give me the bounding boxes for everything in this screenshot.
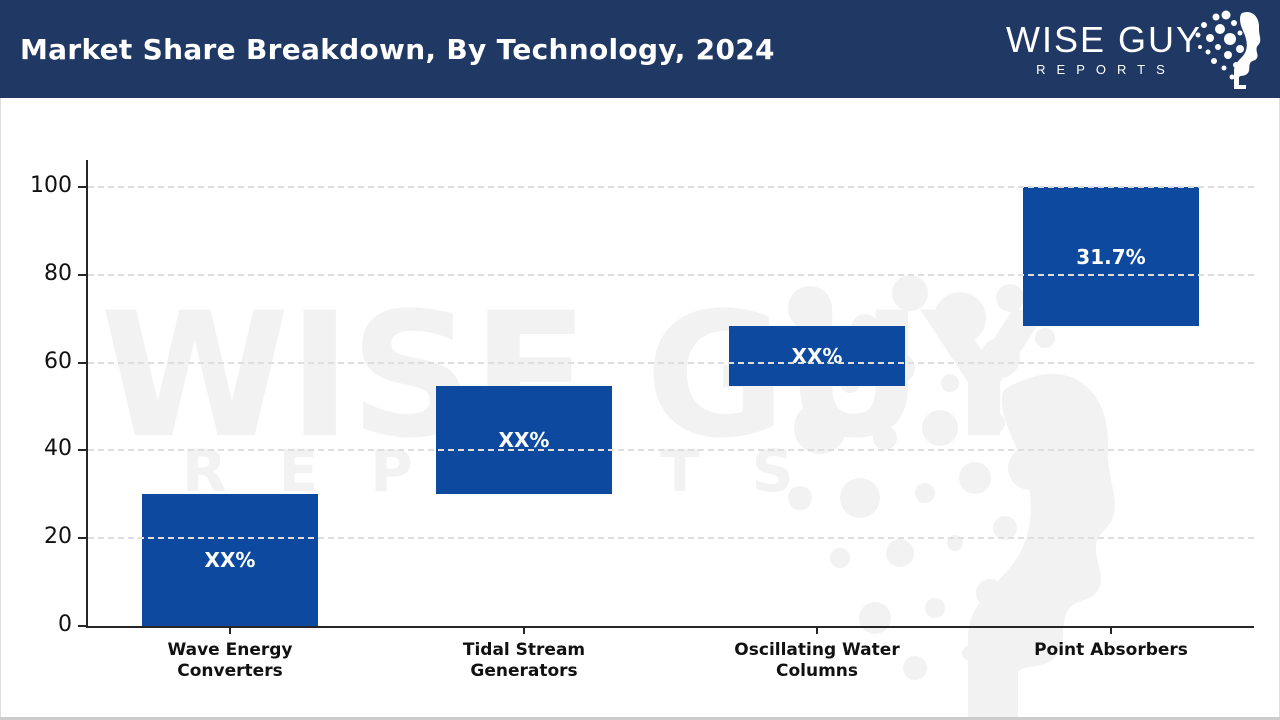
wise-guy-reports-logo: WISE GUY REPORTS (1006, 5, 1262, 93)
x-category-label-line: Columns (775, 661, 859, 682)
x-category-label-4: Point Absorbers (991, 640, 1231, 661)
bar-3: XX% (729, 326, 905, 387)
y-tick-label-100: 100 (30, 173, 72, 198)
x-axis (86, 626, 1254, 628)
y-tick-label-0: 0 (58, 612, 72, 637)
bar-1: XX% (142, 494, 318, 626)
gridline-100 (88, 186, 1254, 188)
gridline-20 (88, 537, 1254, 540)
y-tick-label-80: 80 (44, 260, 72, 286)
y-tick-mark-40 (78, 449, 86, 452)
x-category-label-line: Oscillating Water (734, 640, 900, 660)
bar-4: 31.7% (1023, 187, 1199, 327)
gridline-80 (88, 273, 1254, 276)
y-tick-label-60: 60 (44, 348, 72, 374)
y-tick-mark-80 (78, 273, 86, 276)
bar-value-label-3: XX% (791, 344, 843, 369)
header-bar: Market Share Breakdown, By Technology, 2… (0, 0, 1280, 98)
x-category-label-line: Point Absorbers (1034, 640, 1188, 660)
x-tick-mark-3 (816, 628, 818, 634)
x-category-label-line: Converters (177, 661, 283, 682)
y-tick-label-40: 40 (44, 436, 72, 462)
gridline-60 (88, 361, 1254, 364)
bar-value-label-4: 31.7% (1076, 244, 1146, 269)
logo-text: WISE GUY REPORTS (1005, 18, 1202, 77)
logo-subtitle: REPORTS (1036, 61, 1176, 77)
y-tick-mark-20 (78, 537, 86, 540)
x-category-label-1: Wave Energy Converters (110, 640, 350, 683)
y-axis (86, 160, 88, 628)
y-tick-mark-100 (78, 186, 86, 188)
x-category-label-line: Wave Energy (167, 640, 293, 660)
page-bottom-border (0, 717, 1280, 720)
x-tick-mark-4 (1110, 628, 1112, 634)
x-category-label-line: Tidal Stream (462, 640, 586, 660)
bar-2: XX% (436, 386, 612, 495)
y-tick-mark-60 (78, 361, 86, 364)
page-title: Market Share Breakdown, By Technology, 2… (20, 32, 775, 66)
logo-wordmark: WISE GUY (1005, 18, 1202, 60)
bar-value-label-2: XX% (498, 428, 550, 453)
page-left-border (0, 98, 1, 720)
y-tick-label-20: 20 (44, 524, 72, 550)
chart-canvas: WISE GUY REPORTS (0, 98, 1280, 720)
y-tick-mark-0 (78, 625, 86, 627)
x-category-label-3: Oscillating Water Columns (697, 640, 937, 683)
bar-value-label-1: XX% (204, 548, 256, 573)
gridline-40 (88, 449, 1254, 452)
x-tick-mark-1 (229, 628, 231, 634)
x-category-label-2: Tidal Stream Generators (404, 640, 644, 683)
x-tick-mark-2 (523, 628, 525, 634)
logo-face-icon (1190, 5, 1262, 93)
x-category-label-line: Generators (470, 661, 578, 682)
